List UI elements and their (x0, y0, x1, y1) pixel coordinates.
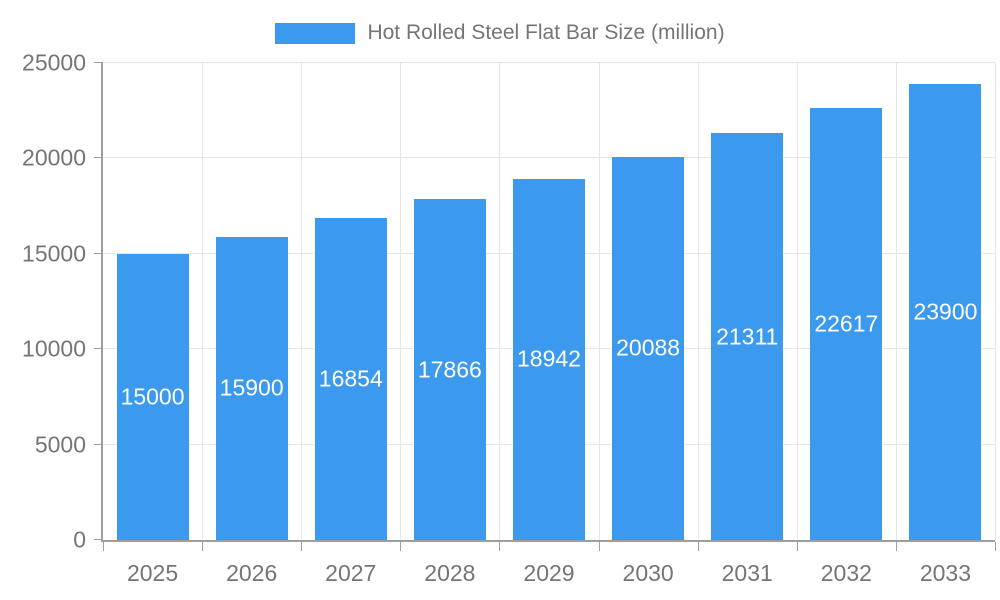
y-axis-tick (94, 157, 103, 159)
x-axis-tick (995, 542, 996, 551)
x-axis-tick (301, 542, 303, 551)
y-axis-label: 20000 (22, 144, 86, 171)
bar-2032[interactable]: 22617 (810, 108, 883, 540)
x-gridline (499, 63, 501, 540)
y-gridline (103, 157, 995, 159)
bar-2027[interactable]: 16854 (314, 218, 387, 540)
x-axis-tick (796, 542, 798, 551)
x-gridline (598, 63, 600, 540)
bar-value-label: 20088 (616, 334, 681, 361)
x-axis-tick (598, 542, 600, 551)
x-gridline (995, 63, 996, 540)
x-gridline (796, 63, 798, 540)
x-axis-label: 2029 (523, 560, 575, 586)
y-axis-tick (94, 62, 103, 63)
y-axis-label: 0 (73, 526, 86, 553)
y-axis-tick (94, 348, 103, 350)
bar-value-label: 15000 (120, 383, 185, 410)
x-axis-tick (499, 542, 501, 551)
x-axis-label: 2028 (424, 560, 476, 586)
x-axis-label: 2033 (919, 560, 972, 586)
x-axis-tick (400, 542, 402, 551)
x-gridline (202, 63, 204, 540)
bar-value-label: 22617 (814, 310, 879, 337)
plot-area: 0 5000 10000 15000 20000 25000 15000 2025 15900 2… (22, 51, 996, 585)
bar-2026[interactable]: 15900 (215, 236, 288, 540)
x-axis-tick (103, 542, 104, 551)
x-axis-label: 2032 (820, 560, 872, 586)
x-axis-label: 2026 (226, 560, 278, 586)
bar-value-label: 15900 (219, 374, 284, 401)
bar-2028[interactable]: 17866 (413, 199, 486, 540)
x-axis-tick (697, 542, 699, 551)
y-gridline (103, 62, 995, 63)
x-gridline (301, 63, 303, 540)
x-gridline (895, 63, 897, 540)
bar-2033[interactable]: 23900 (909, 84, 982, 540)
x-axis-label: 2030 (622, 560, 674, 586)
bar-value-label: 17866 (417, 356, 482, 383)
y-axis-tick (94, 539, 103, 540)
y-axis-label: 10000 (22, 335, 86, 362)
x-gridline (697, 63, 699, 540)
y-axis-tick (94, 443, 103, 445)
bar-value-label: 16854 (318, 365, 383, 392)
bar-value-label: 18942 (517, 345, 581, 372)
legend-swatch (275, 22, 356, 44)
y-axis-label: 15000 (22, 240, 86, 267)
x-axis-label: 2025 (126, 560, 179, 586)
x-axis-label: 2031 (721, 560, 773, 586)
legend[interactable]: Hot Rolled Steel Flat Bar Size (million) (0, 21, 1000, 45)
legend-label: Hot Rolled Steel Flat Bar Size (million) (367, 21, 725, 44)
x-axis-tick (202, 542, 204, 551)
bar-2030[interactable]: 20088 (612, 156, 685, 540)
bar-value-label: 23900 (913, 298, 978, 325)
x-axis-tick (895, 542, 897, 551)
bar-2031[interactable]: 21311 (711, 133, 784, 540)
bar-2029[interactable]: 18942 (513, 178, 585, 540)
x-axis-label: 2027 (325, 560, 377, 586)
y-axis-label: 25000 (22, 49, 86, 76)
y-axis-tick (94, 252, 103, 254)
y-axis-label: 5000 (34, 431, 86, 458)
bar-2025[interactable]: 15000 (116, 253, 189, 540)
x-gridline (400, 63, 402, 540)
bar-value-label: 21311 (716, 323, 779, 350)
